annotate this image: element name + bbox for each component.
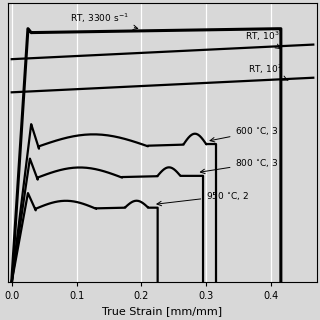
Text: RT, 3300 s$^{-1}$: RT, 3300 s$^{-1}$	[70, 12, 138, 29]
Text: 950 $^{\circ}$C, 2: 950 $^{\circ}$C, 2	[157, 190, 249, 206]
Text: RT, 10$^{3}$: RT, 10$^{3}$	[245, 30, 280, 48]
Text: 800 $^{\circ}$C, 3: 800 $^{\circ}$C, 3	[200, 157, 279, 173]
X-axis label: True Strain [mm/mm]: True Strain [mm/mm]	[102, 307, 223, 316]
Text: RT, 10$^{2}$: RT, 10$^{2}$	[248, 63, 288, 80]
Text: 600 $^{\circ}$C, 3: 600 $^{\circ}$C, 3	[210, 125, 279, 142]
